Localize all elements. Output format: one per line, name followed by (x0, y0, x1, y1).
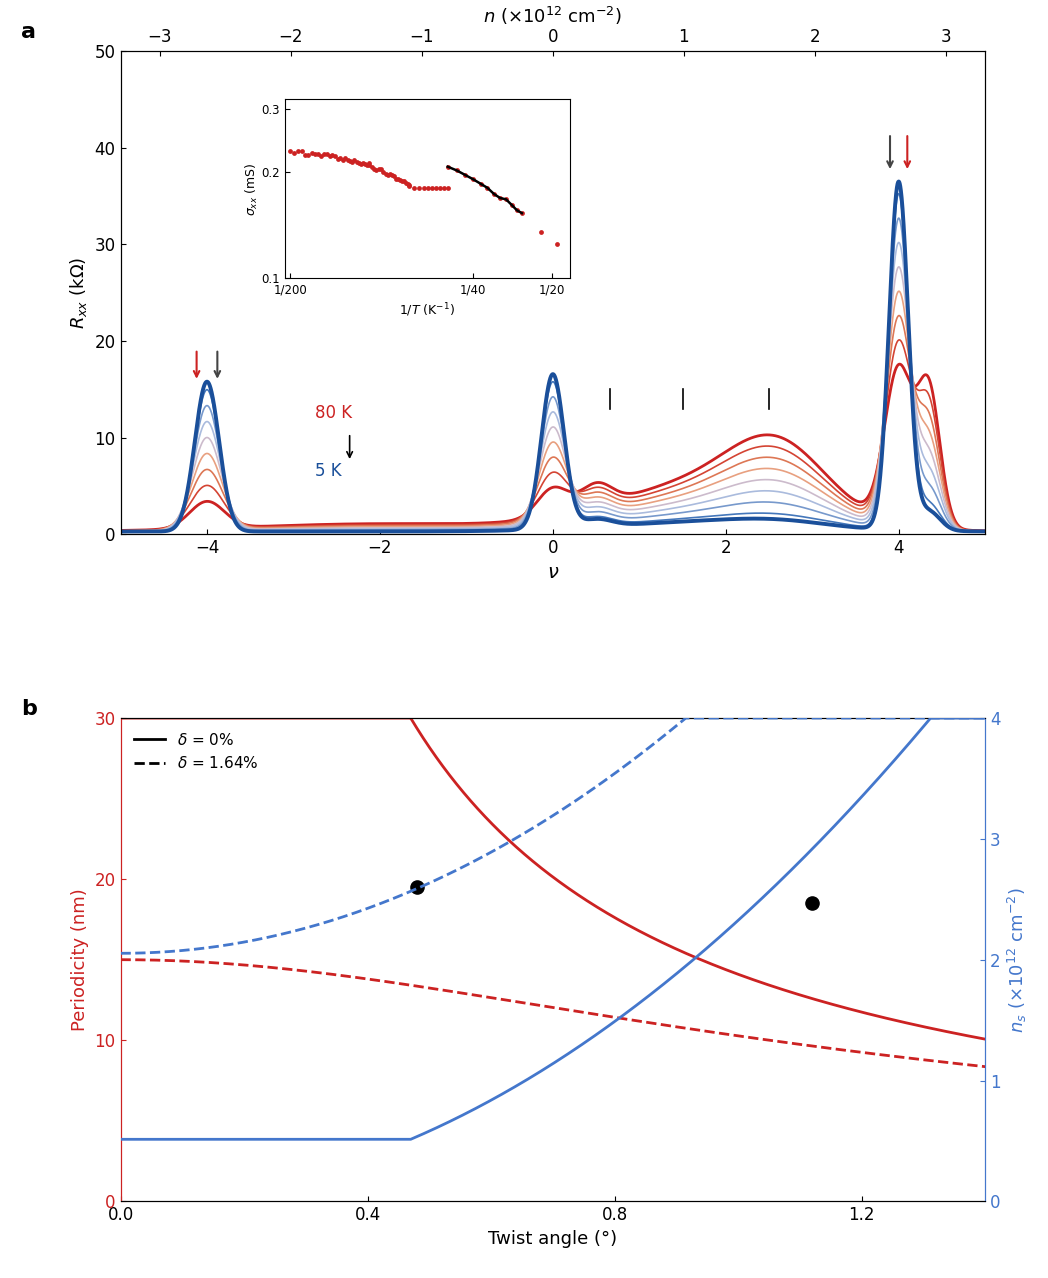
Text: b: b (21, 699, 37, 718)
Text: 80 K: 80 K (315, 404, 352, 423)
Legend: $\delta$ = 0%, $\delta$ = 1.64%: $\delta$ = 0%, $\delta$ = 1.64% (128, 726, 265, 777)
Y-axis label: $R_{xx}$ (k$\Omega$): $R_{xx}$ (k$\Omega$) (68, 257, 89, 328)
Y-axis label: Periodicity (nm): Periodicity (nm) (71, 888, 89, 1031)
X-axis label: $n$ ($\times$10$^{12}$ cm$^{-2}$): $n$ ($\times$10$^{12}$ cm$^{-2}$) (483, 5, 623, 27)
X-axis label: Twist angle (°): Twist angle (°) (488, 1229, 617, 1247)
Text: 5 K: 5 K (315, 463, 342, 481)
Y-axis label: $n_s$ ($\times$10$^{12}$ cm$^{-2}$): $n_s$ ($\times$10$^{12}$ cm$^{-2}$) (1006, 887, 1029, 1033)
Point (804, 893, 821, 914)
X-axis label: $\nu$: $\nu$ (547, 562, 559, 581)
Text: a: a (21, 22, 36, 42)
Point (409, 877, 425, 897)
